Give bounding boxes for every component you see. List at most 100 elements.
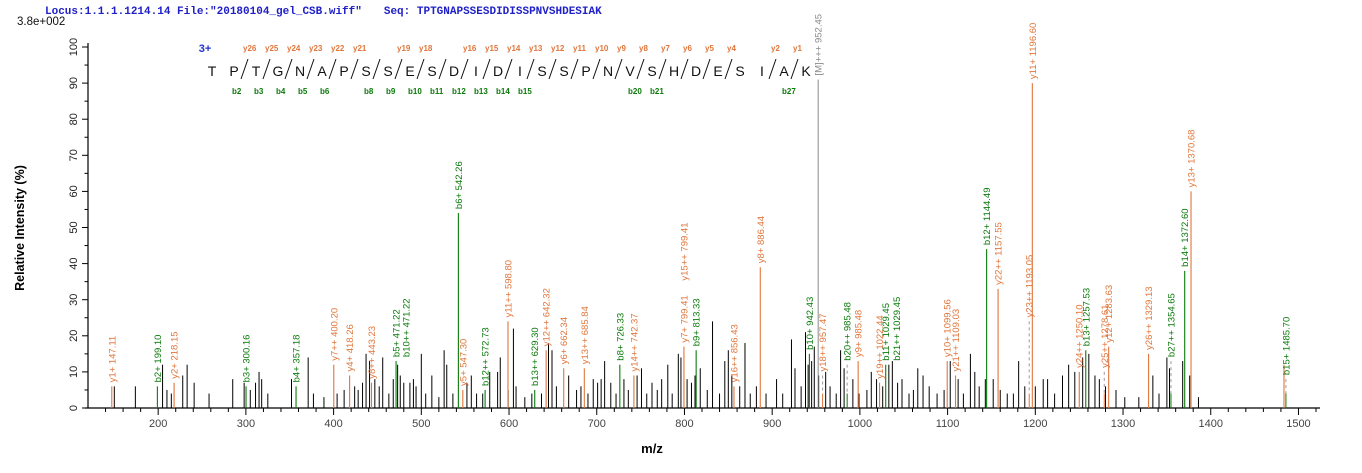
x-tick-label: 1300 xyxy=(1111,418,1135,430)
fragment-slash xyxy=(636,58,645,80)
y-tick-label: 10 xyxy=(68,366,80,378)
y-ion-label: y26 xyxy=(243,44,257,53)
x-tick-label: 700 xyxy=(588,418,606,430)
fragment-slash xyxy=(482,58,491,80)
y-ion-label: y25 xyxy=(265,44,279,53)
peak-label: b11+ 1029.45 xyxy=(881,303,892,361)
precursor-label: [M]+++ 952.45 xyxy=(814,14,825,76)
y-ion-label: y7 xyxy=(661,44,670,53)
peak-label: y10+ 1099.56 xyxy=(943,299,954,357)
residue-letter: H xyxy=(669,63,679,79)
fragment-slash xyxy=(460,58,469,80)
fragment-slash xyxy=(394,58,403,80)
charge-state-label: 3+ xyxy=(199,43,212,55)
b-ion-label: b5 xyxy=(298,87,308,96)
x-tick-label: 300 xyxy=(237,418,255,430)
peak-label: b12++ 572.73 xyxy=(481,327,492,386)
peak-label: b15+ 1485.70 xyxy=(1281,317,1292,375)
residue-letter: A xyxy=(779,63,789,79)
peak-label: y14++ 742.37 xyxy=(629,313,640,371)
b-ion-label: b2 xyxy=(232,87,242,96)
y-ion-label: y8 xyxy=(639,44,648,53)
peak-label: b13+ 1257.53 xyxy=(1081,288,1092,346)
peak-label: y16++ 856.43 xyxy=(729,324,740,382)
header-bar: Locus:1.1.1.1214.14 File:"20180104_gel_C… xyxy=(45,6,602,18)
peak-label: y25++ 1278.61 xyxy=(1100,304,1111,367)
y-ion-label: y18 xyxy=(419,44,433,53)
x-tick-label: 1000 xyxy=(848,418,872,430)
peak-label: y7+ 799.41 xyxy=(679,295,690,342)
y-ion-label: y19 xyxy=(397,44,411,53)
y-ion-label: y12 xyxy=(551,44,565,53)
y-tick-label: 100 xyxy=(68,38,80,56)
residue-letter: E xyxy=(713,63,722,79)
peak-label: y7++ 400.20 xyxy=(329,308,340,361)
y-ion-label: y2 xyxy=(771,44,780,53)
b-ion-label: b10 xyxy=(408,87,422,96)
fragment-slash xyxy=(768,58,777,80)
residue-letter: D xyxy=(449,63,459,79)
y-ion-label: y24 xyxy=(287,44,301,53)
peak-label: b10++ 471.22 xyxy=(402,298,413,357)
y-tick-label: 80 xyxy=(68,113,80,125)
residue-letter: P xyxy=(581,63,590,79)
y-ion-label: y14 xyxy=(507,44,521,53)
residue-letter: S xyxy=(559,63,568,79)
peak-label: b5+ 471.22 xyxy=(392,309,403,357)
b-ion-label: b6 xyxy=(320,87,330,96)
y-tick-label: 40 xyxy=(68,257,80,269)
y-ion-label: y6 xyxy=(683,44,692,53)
residue-letter: K xyxy=(801,63,811,79)
peak-label: y19++ 1022.44 xyxy=(875,315,886,378)
fragment-slash xyxy=(548,58,557,80)
residue-letter: N xyxy=(295,63,305,79)
y-tick-label: 70 xyxy=(68,149,80,161)
x-tick-label: 1200 xyxy=(1023,418,1047,430)
residue-letter: A xyxy=(317,63,327,79)
y-ion-label: y23 xyxy=(309,44,323,53)
peak-label: y11++ 598.80 xyxy=(503,260,514,317)
fragment-slash xyxy=(306,58,315,80)
y-tick-label: 0 xyxy=(68,405,80,411)
y-ion-label: y16 xyxy=(463,44,477,53)
y-ion-label: y21 xyxy=(353,44,367,53)
peak-label: y22++ 1157.55 xyxy=(994,222,1005,285)
peak-label: y15++ 799.41 xyxy=(679,223,690,281)
peak-label: b4+ 357.18 xyxy=(292,335,303,383)
fragment-slash xyxy=(416,58,425,80)
peak-label: y8++ 443.23 xyxy=(367,326,378,379)
y-tick-label: 30 xyxy=(68,294,80,306)
x-tick-label: 1100 xyxy=(936,418,960,430)
y-axis-title: Relative Intensity (%) xyxy=(13,165,27,291)
fragment-slash xyxy=(328,58,337,80)
residue-letter: P xyxy=(339,63,348,79)
y-ion-label: y22 xyxy=(331,44,345,53)
residue-letter: V xyxy=(625,63,635,79)
b-ion-label: b13 xyxy=(474,87,488,96)
x-tick-label: 900 xyxy=(763,418,781,430)
peak-label: b21++ 1029.45 xyxy=(892,297,903,361)
y-ion-label: y15 xyxy=(485,44,499,53)
peak-label: y8+ 886.44 xyxy=(756,216,767,263)
y-tick-label: 50 xyxy=(68,221,80,233)
residue-letter: I xyxy=(760,63,764,79)
peak-label: b9+ 813.33 xyxy=(692,298,703,346)
fragment-slash xyxy=(658,58,667,80)
y-ion-label: y11 xyxy=(573,44,586,53)
b-ion-label: b14 xyxy=(496,87,510,96)
b-ion-label: b8 xyxy=(364,87,374,96)
x-axis-title: m/z xyxy=(641,441,663,456)
fragment-slash xyxy=(262,58,271,80)
x-tick-label: 500 xyxy=(412,418,430,430)
peak-label: y24++ 1250.10 xyxy=(1075,304,1086,367)
fragment-slash xyxy=(350,58,359,80)
intensity-scale-label: 3.8e+002 xyxy=(17,16,66,28)
b-ion-label: b9 xyxy=(386,87,396,96)
residue-letter: G xyxy=(273,63,284,79)
residue-letter: N xyxy=(603,63,613,79)
peak-label: y11+ 1196.60 xyxy=(1028,23,1039,79)
y-ion-label: y10 xyxy=(595,44,609,53)
peak-label: y26++ 1329.13 xyxy=(1144,286,1155,349)
y-tick-label: 60 xyxy=(68,185,80,197)
